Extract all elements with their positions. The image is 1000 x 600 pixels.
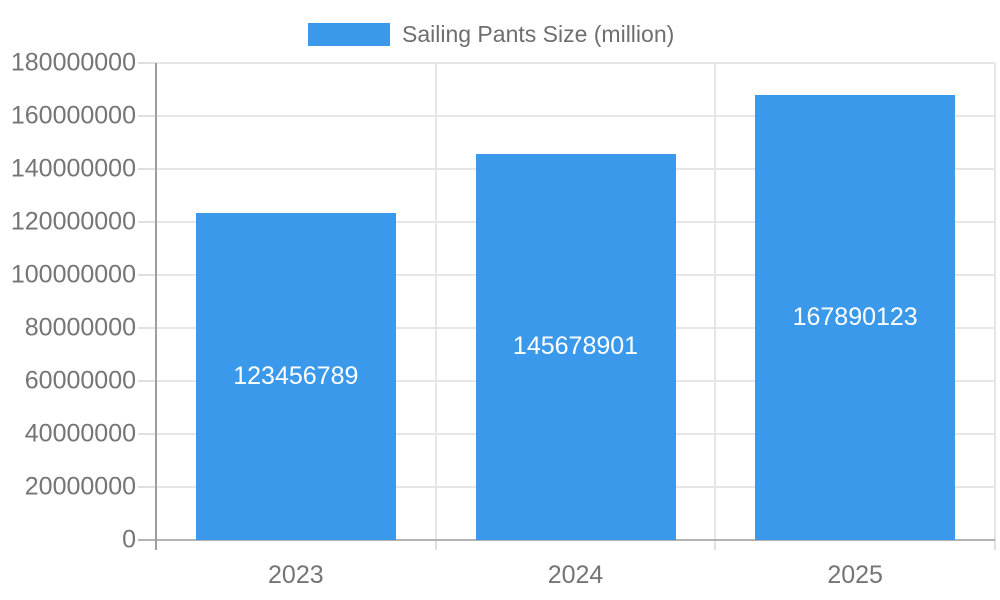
y-gridline <box>156 62 995 64</box>
bar-2025[interactable]: 167890123 <box>755 95 956 540</box>
x-gridline <box>434 63 437 540</box>
x-axis-line <box>138 539 995 541</box>
y-axis-tick-label: 160000000 <box>10 101 136 130</box>
y-tick <box>138 274 156 276</box>
x-axis-tick-label: 2023 <box>268 561 324 589</box>
y-gridline <box>156 115 995 117</box>
x-tick <box>994 540 996 550</box>
x-tick <box>714 540 717 550</box>
y-axis-tick-label: 100000000 <box>10 260 136 289</box>
y-tick <box>138 115 156 117</box>
y-tick <box>138 486 156 488</box>
x-gridline <box>714 63 717 540</box>
y-tick <box>138 380 156 382</box>
legend-swatch <box>308 23 390 46</box>
y-axis-tick-label: 120000000 <box>10 207 136 236</box>
y-axis-tick-label: 60000000 <box>24 366 136 395</box>
y-tick <box>138 433 156 435</box>
y-axis-tick-label: 140000000 <box>10 154 136 183</box>
y-tick <box>138 327 156 329</box>
y-axis-tick-label: 80000000 <box>24 313 136 342</box>
x-tick <box>434 540 437 550</box>
y-axis-tick-label: 0 <box>122 525 136 554</box>
bar-value-label: 123456789 <box>233 361 359 390</box>
y-axis-tick-label: 20000000 <box>24 472 136 501</box>
legend-label: Sailing Pants Size (million) <box>402 21 675 47</box>
y-axis-tick-label: 180000000 <box>10 48 136 77</box>
y-tick <box>138 168 156 170</box>
y-tick <box>138 62 156 64</box>
legend[interactable]: Sailing Pants Size (million) <box>308 21 674 48</box>
y-tick <box>138 221 156 223</box>
y-axis-line <box>155 63 157 550</box>
x-axis-tick-label: 2024 <box>547 561 604 589</box>
bar-2023[interactable]: 123456789 <box>195 212 396 540</box>
bar-value-label: 145678901 <box>512 332 639 361</box>
x-axis-tick-label: 2025 <box>827 561 883 589</box>
x-gridline <box>994 63 996 540</box>
bar-value-label: 167890123 <box>792 303 918 332</box>
bar-2024[interactable]: 145678901 <box>475 153 676 540</box>
y-axis-tick-label: 40000000 <box>24 419 136 448</box>
